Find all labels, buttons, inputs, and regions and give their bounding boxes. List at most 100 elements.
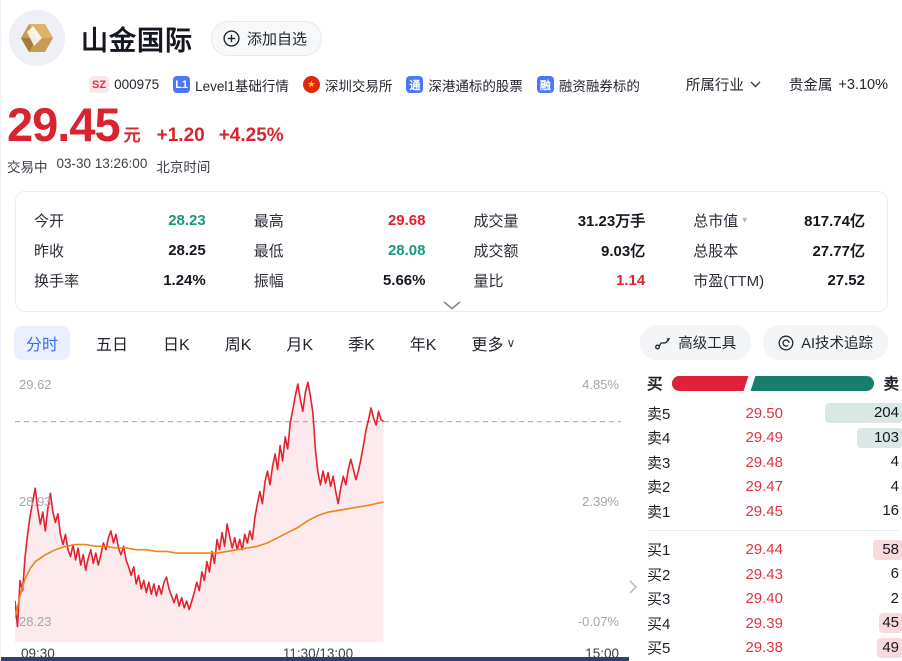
stat-label: 市盈(TTM): [693, 270, 764, 291]
bid-qty: 58: [813, 539, 902, 560]
chevron-down-icon[interactable]: [750, 81, 761, 88]
bid-price: 29.44: [745, 541, 783, 559]
ask-row[interactable]: 卖3 29.48 4: [647, 450, 899, 475]
trading-status-row: 交易中 03-30 13:26:00 北京时间: [7, 156, 902, 176]
bid-row[interactable]: 买1 29.44 58: [647, 538, 902, 563]
stat-label: 振幅: [254, 270, 284, 291]
stat-label-text: 总股本: [693, 242, 739, 260]
period-tab[interactable]: 季K: [348, 331, 375, 355]
industry-name[interactable]: 贵金属: [788, 78, 833, 94]
minute-chart[interactable]: 29.62 28.93 28.23 4.85% 2.39% -0.07%: [14, 372, 621, 642]
plus-circle-icon: [223, 29, 240, 47]
bid-row[interactable]: 买2 29.43 6: [647, 562, 899, 587]
period-tab[interactable]: 更多 ∨: [471, 331, 515, 355]
chart-column: 29.62 28.93 28.23 4.85% 2.39% -0.07% 09:30 11:…: [14, 372, 621, 661]
sell-label: 卖: [883, 376, 899, 393]
ask-levels: 卖5 29.50 204 卖4 29.49 103: [647, 401, 902, 524]
period-tab[interactable]: 月K: [286, 331, 313, 355]
ask-qty-text: 103: [873, 428, 899, 446]
period-tab[interactable]: 分时: [14, 325, 71, 360]
ask-row[interactable]: 卖4 29.49 103: [647, 426, 902, 451]
ask-qty-text: 16: [882, 502, 899, 520]
tag-label: 深圳交易所: [324, 78, 393, 94]
stat-label-text: 总市值: [693, 212, 739, 230]
stat-cell: 今开 28.23: [34, 205, 206, 235]
tag-icon: SZ: [89, 76, 110, 93]
tag-label: 深港通标的股票: [428, 78, 523, 94]
advanced-tools-button[interactable]: 高级工具: [640, 325, 752, 360]
ask-price: 29.47: [745, 478, 783, 496]
ask-price: 29.49: [745, 429, 783, 447]
tab-label: 月K: [286, 336, 314, 354]
period-tab[interactable]: 年K: [410, 331, 437, 355]
period-tab[interactable]: 日K: [163, 331, 190, 355]
period-tab[interactable]: 五日: [96, 331, 128, 355]
bid-levels: 买1 29.44 58 买2 29.43 6: [647, 538, 902, 661]
ai-tracker-button[interactable]: AI技术追踪: [763, 325, 888, 360]
stat-label: 量比: [474, 270, 504, 291]
minute-chart-svg[interactable]: [14, 372, 621, 642]
stat-label-text: 量比: [473, 272, 504, 290]
ask-row[interactable]: 卖1 29.45 16: [647, 499, 899, 524]
ask-qty-text: 4: [890, 477, 899, 495]
stat-label-text: 成交额: [473, 242, 519, 260]
tag-label: Level1基础行情: [195, 78, 289, 94]
stat-value: 1.24%: [163, 271, 206, 289]
bid-row[interactable]: 买4 29.39 45: [647, 611, 902, 636]
ask-row[interactable]: 卖2 29.47 4: [647, 475, 899, 500]
bid-price: 29.38: [745, 639, 783, 657]
tag-label: 000975: [114, 77, 160, 92]
bid-qty-text: 6: [890, 565, 899, 583]
ai-tracker-icon: [778, 335, 794, 350]
chart-period-tabs: 分时 五日 日K 周K 月K 季K 年K: [14, 325, 888, 360]
tag-icon: 融: [536, 76, 554, 93]
bid-qty: 49: [813, 637, 902, 658]
chevron-right-icon[interactable]: [629, 580, 638, 594]
stat-value: 28.25: [168, 241, 206, 259]
stat-value: 29.68: [387, 211, 426, 229]
stat-cell: 总市值 ▾ 817.74亿: [693, 205, 865, 235]
price-change: +1.20: [156, 125, 205, 146]
add-watchlist-button[interactable]: 添加自选: [211, 20, 323, 56]
ask-level-label: 卖3: [647, 454, 671, 472]
ask-price: 29.45: [745, 502, 783, 520]
stat-label: 成交量: [474, 210, 519, 231]
bid-level-label: 买2: [647, 566, 671, 584]
stat-cell: 昨收 28.25: [34, 235, 206, 265]
stat-label-text: 成交量: [473, 212, 519, 230]
ask-qty: 103: [813, 427, 902, 448]
expand-stats-chevron-icon[interactable]: [442, 301, 461, 310]
stat-cell: 振幅 5.66%: [254, 265, 426, 295]
bid-qty-text: 2: [890, 589, 899, 607]
bid-level-label: 买1: [647, 542, 671, 560]
buy-ratio-segment: [671, 375, 749, 391]
bid-row[interactable]: 买3 29.40 2: [647, 587, 899, 612]
period-tab[interactable]: 周K: [225, 331, 252, 355]
industry-dropdown[interactable]: 所属行业: [685, 78, 744, 94]
current-price: 29.45: [7, 98, 121, 151]
stock-tag: ★ 深圳交易所: [302, 75, 393, 95]
caret-down-icon[interactable]: ▾: [742, 214, 748, 226]
ask-row[interactable]: 卖5 29.50 204: [647, 401, 902, 426]
bid-qty-bar: [879, 613, 902, 634]
industry-section: 所属行业 贵金属 +3.10%: [686, 74, 888, 95]
stats-grid: 今开 28.23 昨收 28.25 换手率 1.24%: [34, 205, 865, 295]
key-stats-panel: 今开 28.23 昨收 28.25 换手率 1.24%: [15, 191, 888, 312]
ask-price: 29.50: [745, 404, 783, 422]
stock-tag: 融 融资融券标的: [536, 75, 640, 95]
ask-level-label: 卖2: [647, 479, 671, 497]
stat-cell: 量比 1.14: [474, 265, 646, 295]
stat-label-text: 最低: [253, 242, 284, 260]
tab-label: 年K: [409, 336, 437, 354]
bid-qty: 45: [813, 613, 902, 634]
ask-level-label: 卖4: [647, 430, 671, 448]
stat-label: 换手率: [34, 270, 79, 291]
bid-row[interactable]: 买5 29.38 49: [647, 636, 902, 661]
stat-cell: 最低 28.08: [254, 235, 426, 265]
advanced-tools-label: 高级工具: [678, 336, 737, 352]
stat-label-text: 换手率: [34, 272, 80, 290]
ask-level-label: 卖5: [647, 405, 671, 423]
stat-value: 9.03亿: [601, 242, 646, 260]
tab-label: 日K: [163, 336, 190, 354]
add-watchlist-label: 添加自选: [247, 30, 308, 48]
